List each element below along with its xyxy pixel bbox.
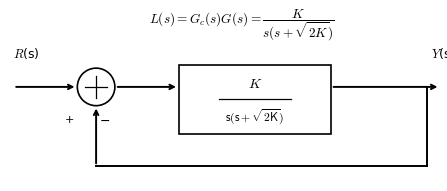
- Text: +: +: [65, 115, 74, 125]
- Text: $R$(s): $R$(s): [13, 46, 40, 61]
- Text: $K$: $K$: [248, 77, 262, 91]
- Text: $Y$(s): $Y$(s): [431, 46, 447, 61]
- Text: $-$: $-$: [100, 114, 110, 127]
- Text: $\mathsf{s(s + \sqrt{2K})}$: $\mathsf{s(s + \sqrt{2K})}$: [225, 107, 285, 126]
- Text: $L(s) = G_c(s)G(s) = \dfrac{K}{s(s+\sqrt{2K})}$: $L(s) = G_c(s)G(s) = \dfrac{K}{s(s+\sqrt…: [148, 8, 334, 43]
- Bar: [179, 65, 331, 134]
